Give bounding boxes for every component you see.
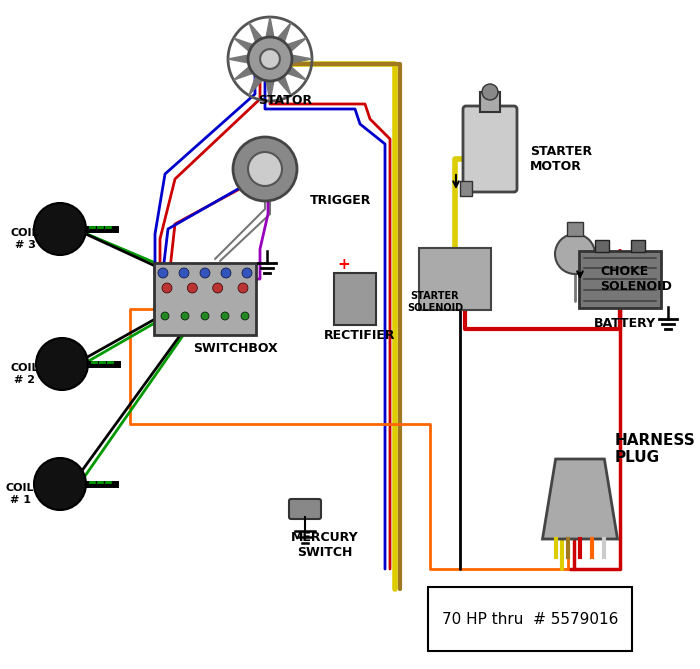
Circle shape [555, 234, 595, 274]
Text: BATTERY: BATTERY [594, 317, 656, 330]
Polygon shape [287, 38, 307, 52]
Polygon shape [228, 55, 248, 63]
FancyBboxPatch shape [289, 499, 321, 519]
Bar [595, 240, 609, 252]
Text: STARTER
SOLENOID: STARTER SOLENOID [407, 291, 463, 312]
Circle shape [162, 283, 172, 293]
Circle shape [201, 312, 209, 320]
Circle shape [242, 268, 252, 278]
Polygon shape [249, 76, 262, 96]
Circle shape [36, 338, 88, 390]
Text: 70 HP thru  # 5579016: 70 HP thru # 5579016 [442, 611, 618, 626]
Polygon shape [266, 17, 274, 37]
Circle shape [233, 137, 297, 201]
Text: COIL
# 2: COIL # 2 [10, 363, 39, 385]
Text: TRIGGER: TRIGGER [310, 195, 372, 207]
Bar [460, 181, 472, 196]
Polygon shape [277, 76, 291, 96]
FancyBboxPatch shape [579, 250, 661, 308]
Polygon shape [292, 55, 312, 63]
Polygon shape [277, 23, 291, 42]
Polygon shape [542, 459, 617, 539]
Text: STARTER
MOTOR: STARTER MOTOR [530, 145, 592, 173]
FancyBboxPatch shape [334, 273, 376, 325]
Polygon shape [266, 81, 274, 101]
Polygon shape [287, 66, 307, 80]
Text: CHOKE
SOLENOID: CHOKE SOLENOID [600, 265, 672, 293]
FancyBboxPatch shape [463, 106, 517, 192]
Circle shape [221, 268, 231, 278]
Circle shape [482, 84, 498, 100]
FancyBboxPatch shape [154, 263, 256, 335]
Text: COIL
# 3: COIL # 3 [10, 228, 39, 250]
Bar [631, 240, 645, 252]
Circle shape [260, 49, 280, 69]
Text: +: + [337, 257, 350, 272]
Circle shape [248, 37, 292, 81]
Bar [567, 222, 583, 236]
Text: HARNESS
PLUG: HARNESS PLUG [615, 433, 696, 465]
Circle shape [158, 268, 168, 278]
Polygon shape [234, 38, 253, 52]
Circle shape [188, 283, 197, 293]
Polygon shape [249, 23, 262, 42]
Text: SWITCHBOX: SWITCHBOX [193, 342, 277, 355]
Circle shape [34, 458, 86, 510]
Circle shape [200, 268, 210, 278]
Circle shape [221, 312, 229, 320]
Circle shape [213, 283, 223, 293]
Text: MERCURY
SWITCH: MERCURY SWITCH [291, 531, 359, 559]
FancyBboxPatch shape [428, 587, 632, 651]
Circle shape [181, 312, 189, 320]
FancyBboxPatch shape [419, 248, 491, 310]
Bar [480, 92, 500, 112]
Polygon shape [234, 66, 253, 80]
Text: COIL
# 1: COIL # 1 [6, 483, 34, 505]
Text: STATOR: STATOR [258, 94, 312, 107]
Text: RECTIFIER: RECTIFIER [324, 329, 396, 342]
Circle shape [248, 152, 282, 186]
Circle shape [241, 312, 249, 320]
Circle shape [34, 203, 86, 255]
Circle shape [179, 268, 189, 278]
Circle shape [161, 312, 169, 320]
Circle shape [238, 283, 248, 293]
